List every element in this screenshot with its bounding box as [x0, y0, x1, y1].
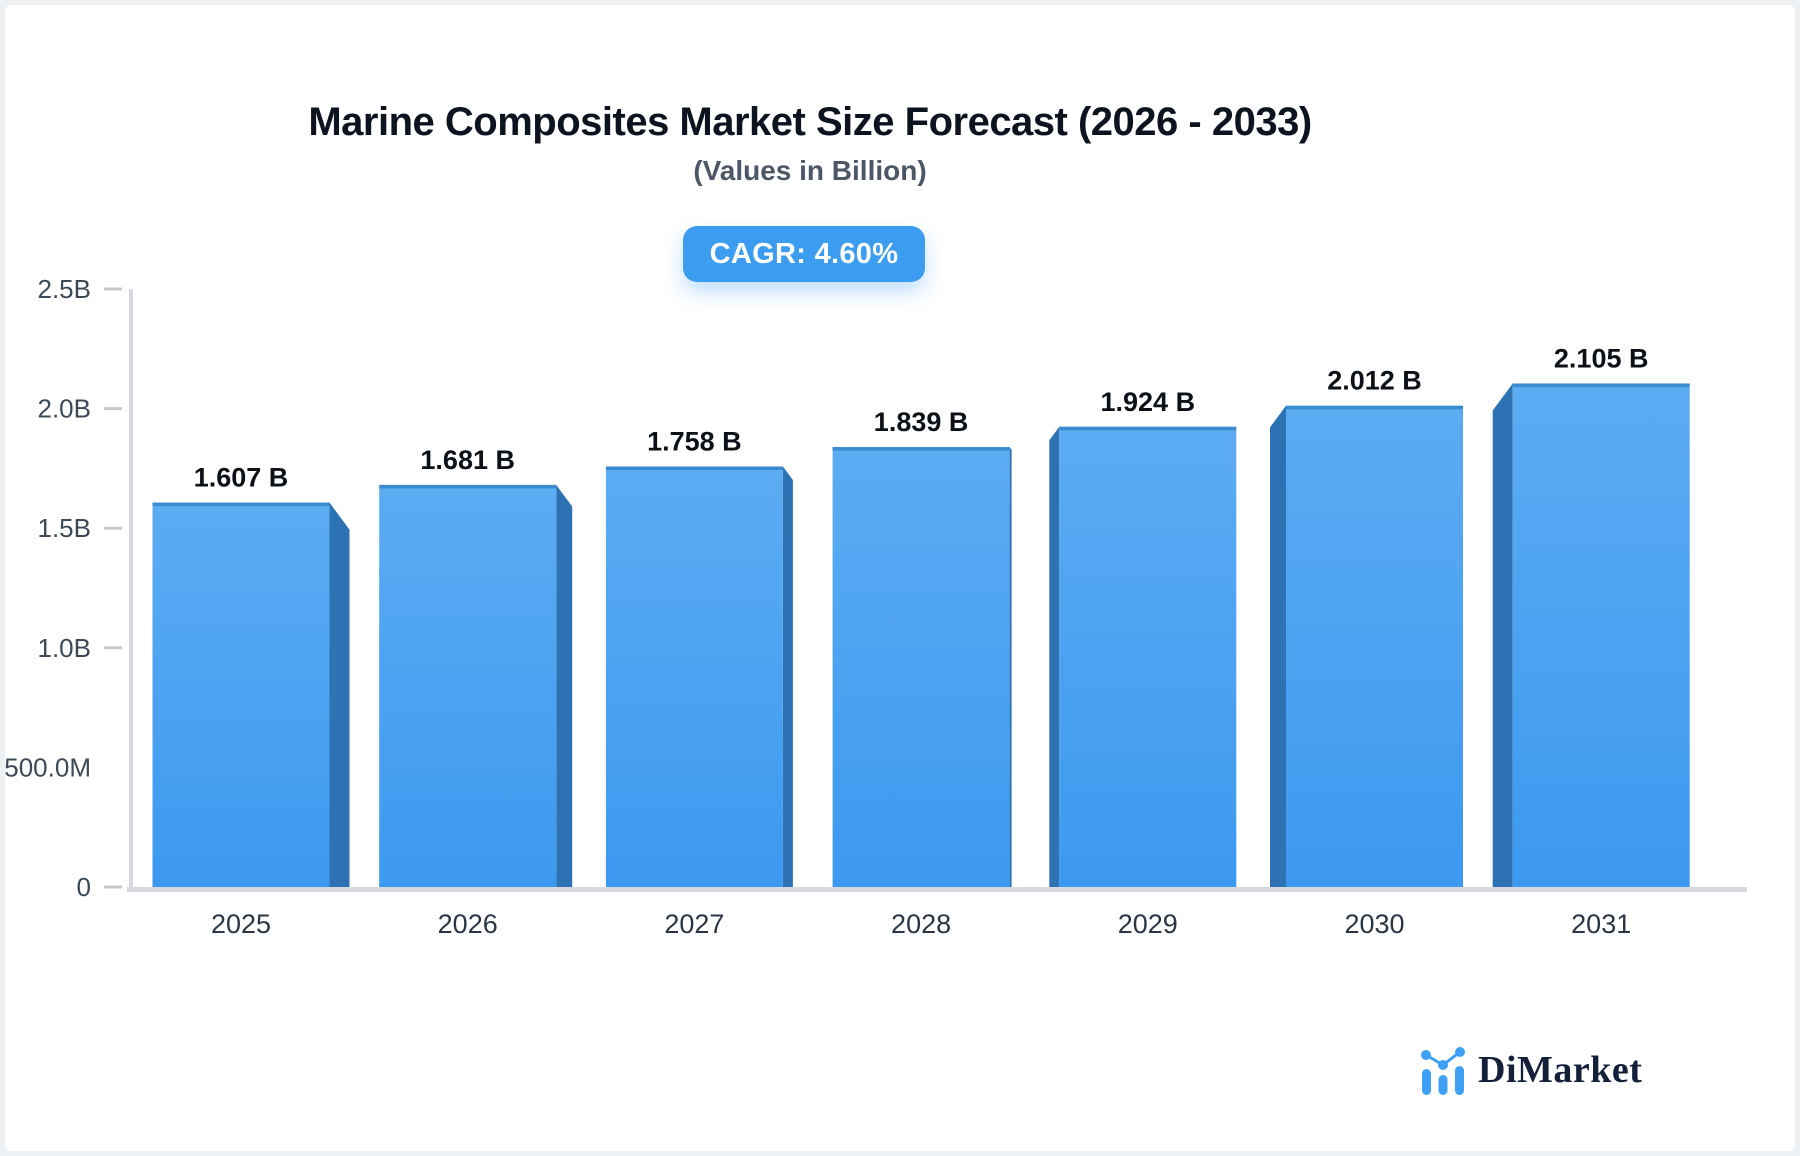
cagr-badge: CAGR: 4.60% [683, 226, 925, 282]
chart-card: Marine Composites Market Size Forecast (… [5, 5, 1795, 1151]
bar-value-label: 2.012 B [1327, 366, 1422, 396]
bar-group-2027: 1.758 B 2027 [605, 426, 793, 939]
bar-group-2028: 1.839 B 2028 [832, 407, 1012, 939]
y-axis-label: 2.0B [38, 394, 92, 424]
bar-group-2029: 1.924 B 2029 [1049, 387, 1237, 939]
bar-side-face [556, 484, 573, 889]
bar-top-edge [605, 466, 783, 470]
bar-side-face [782, 466, 793, 889]
logo-dot [1438, 1060, 1448, 1070]
bar-value-label: 1.607 B [194, 463, 289, 493]
logo-dot [1421, 1050, 1431, 1060]
y-axis-label: 500.0M [5, 752, 91, 782]
x-axis-label: 2026 [438, 909, 498, 939]
brand-logo-text: DiMarket [1478, 1049, 1643, 1091]
bar-2026 [379, 484, 557, 890]
bar-top-edge [832, 447, 1010, 451]
y-axis-tick [104, 407, 122, 411]
bar-side-face [1270, 405, 1286, 889]
x-axis-label: 2030 [1344, 909, 1404, 939]
x-axis-label: 2028 [891, 909, 951, 939]
bar-top-edge [1059, 426, 1237, 431]
y-axis-label: 2.5B [38, 274, 92, 304]
bar-side-face [1492, 383, 1513, 889]
bar-value-label: 2.105 B [1554, 343, 1649, 373]
x-axis-line [127, 887, 1747, 892]
y-axis-line [129, 289, 133, 891]
chart-title: Marine Composites Market Size Forecast (… [308, 100, 1312, 144]
bar-chart-logo-icon [1421, 1047, 1465, 1095]
bar-2029 [1059, 426, 1237, 890]
bar-2027 [605, 466, 783, 890]
bar-2030 [1286, 405, 1463, 890]
x-axis-label: 2025 [211, 909, 271, 939]
bar-top-edge [152, 502, 330, 507]
x-axis-label: 2031 [1571, 909, 1631, 939]
y-axis-tick [104, 646, 122, 650]
bar-side-face [1009, 447, 1012, 889]
bar-group-2030: 2.012 B 2030 [1270, 366, 1463, 939]
y-axis-label: 1.0B [38, 633, 92, 663]
bar-side-face [1049, 426, 1060, 889]
bar-group-2025: 1.607 B 2025 [152, 463, 350, 939]
bar-top-edge [379, 484, 557, 489]
bar-group-2026: 1.681 B 2026 [379, 445, 573, 939]
brand-logo: DiMarket [1421, 1045, 1642, 1095]
bar-2028 [832, 447, 1010, 890]
bar-value-label: 1.924 B [1101, 387, 1196, 417]
bar-2025 [152, 502, 330, 890]
bar-top-edge [1512, 383, 1690, 387]
x-axis-label: 2029 [1118, 909, 1178, 939]
y-axis-tick [104, 526, 122, 530]
bar-value-label: 1.839 B [874, 407, 969, 437]
logo-bar [1422, 1069, 1431, 1095]
y-axis-label: 0 [77, 872, 91, 902]
y-axis-tick [104, 885, 122, 889]
x-axis-label: 2027 [664, 909, 724, 939]
bar-2031 [1512, 383, 1690, 890]
bar-side-face [329, 502, 350, 889]
bar-value-label: 1.681 B [420, 445, 515, 475]
bar-chart: 2.5B 2.0B 1.5B 1.0B 500.0M 0 1.607 B 2025 1.681 … [5, 274, 1747, 939]
logo-dot [1455, 1047, 1465, 1057]
bar-group-2031: 2.105 B 2031 [1492, 343, 1690, 939]
logo-bar [1455, 1066, 1464, 1095]
cagr-badge-label: CAGR: 4.60% [709, 237, 899, 270]
bar-value-label: 1.758 B [647, 426, 742, 456]
y-axis-tick [104, 287, 122, 291]
y-axis-label: 1.5B [38, 513, 92, 543]
chart-subtitle: (Values in Billion) [693, 155, 927, 186]
bar-top-edge [1286, 405, 1463, 410]
logo-bar [1438, 1075, 1448, 1095]
